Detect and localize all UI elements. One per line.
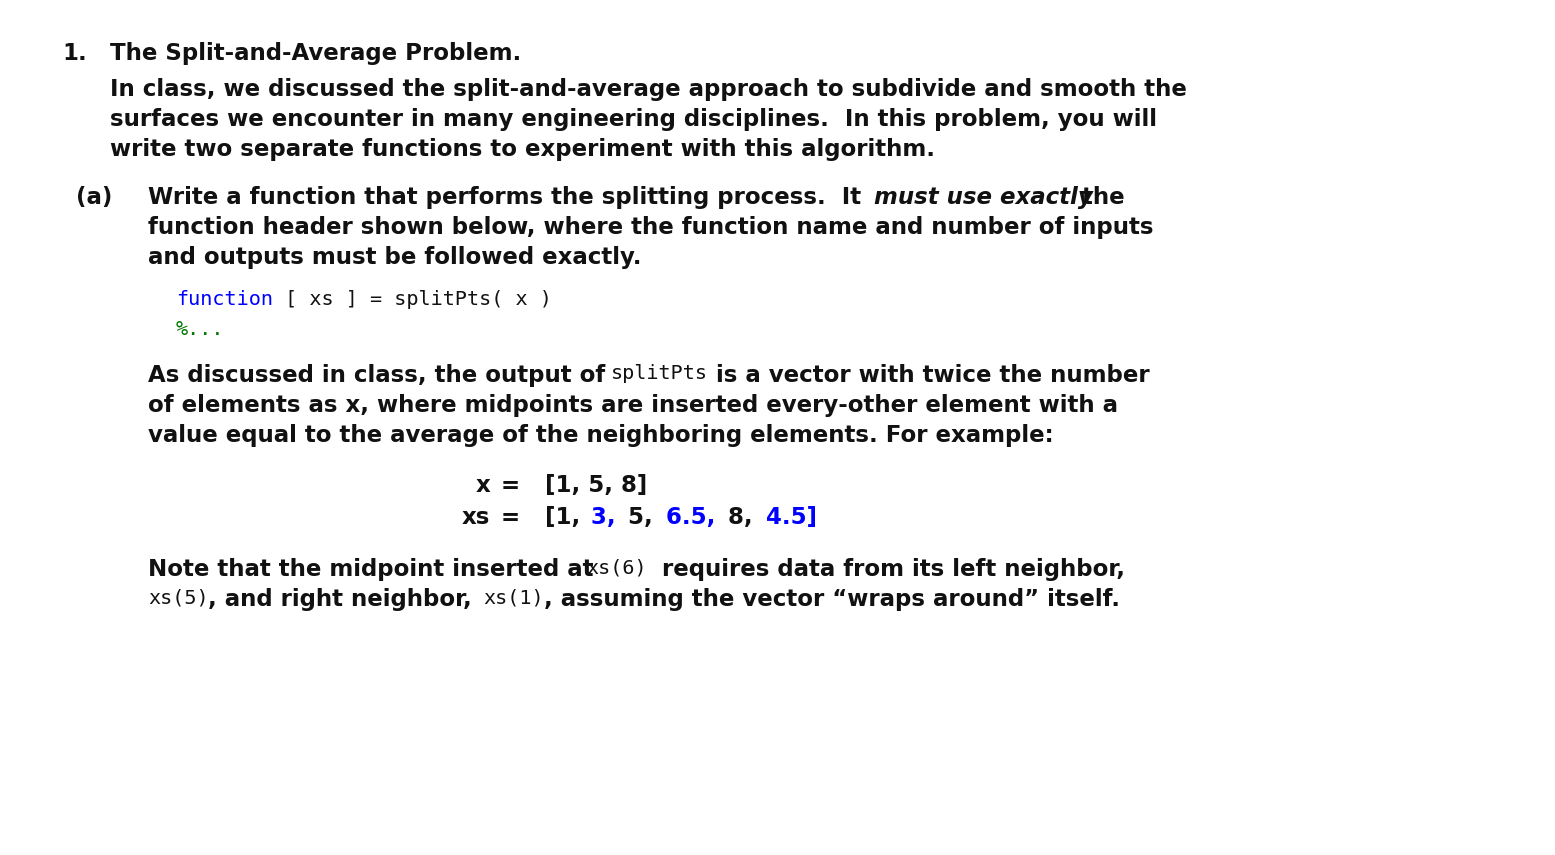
Text: =: = xyxy=(501,506,519,529)
Text: Write a function that performs the splitting process.  It: Write a function that performs the split… xyxy=(148,186,869,209)
Text: value equal to the average of the neighboring elements. For example:: value equal to the average of the neighb… xyxy=(148,424,1054,447)
Text: write two separate functions to experiment with this algorithm.: write two separate functions to experime… xyxy=(110,138,935,161)
Text: 4.5]: 4.5] xyxy=(757,506,816,529)
Text: As discussed in class, the output of: As discussed in class, the output of xyxy=(148,364,613,387)
Text: function header shown below, where the function name and number of inputs: function header shown below, where the f… xyxy=(148,216,1154,239)
Text: and outputs must be followed exactly.: and outputs must be followed exactly. xyxy=(148,246,642,269)
Text: , and right neighbor,: , and right neighbor, xyxy=(208,588,480,611)
Text: The Split-and-Average Problem.: The Split-and-Average Problem. xyxy=(110,42,521,65)
Text: surfaces we encounter in many engineering disciplines.  In this problem, you wil: surfaces we encounter in many engineerin… xyxy=(110,108,1157,131)
Text: xs: xs xyxy=(462,506,490,529)
Text: 6.5,: 6.5, xyxy=(658,506,715,529)
Text: 1.: 1. xyxy=(62,42,87,65)
Text: x: x xyxy=(476,474,490,497)
Text: the: the xyxy=(1075,186,1124,209)
Text: %...: %... xyxy=(176,320,224,339)
Text: , assuming the vector “wraps around” itself.: , assuming the vector “wraps around” its… xyxy=(544,588,1120,611)
Text: 8,: 8, xyxy=(720,506,753,529)
Text: splitPts: splitPts xyxy=(611,364,708,383)
Text: must use exactly: must use exactly xyxy=(874,186,1093,209)
Text: function: function xyxy=(176,290,274,309)
Text: xs(5): xs(5) xyxy=(148,588,208,607)
Text: =: = xyxy=(501,474,519,497)
Text: In class, we discussed the split-and-average approach to subdivide and smooth th: In class, we discussed the split-and-ave… xyxy=(110,78,1186,101)
Text: [1, 5, 8]: [1, 5, 8] xyxy=(544,474,647,497)
Text: [1,: [1, xyxy=(544,506,580,529)
Text: (a): (a) xyxy=(76,186,112,209)
Text: xs(1): xs(1) xyxy=(484,588,544,607)
Text: requires data from its left neighbor,: requires data from its left neighbor, xyxy=(647,558,1126,581)
Text: 3,: 3, xyxy=(583,506,616,529)
Text: is a vector with twice the number: is a vector with twice the number xyxy=(708,364,1149,387)
Text: 5,: 5, xyxy=(620,506,653,529)
Text: Note that the midpoint inserted at: Note that the midpoint inserted at xyxy=(148,558,602,581)
Text: xs(6): xs(6) xyxy=(586,558,647,577)
Text: [ xs ] = splitPts( x ): [ xs ] = splitPts( x ) xyxy=(272,290,552,309)
Text: of elements as x, where midpoints are inserted every-other element with a: of elements as x, where midpoints are in… xyxy=(148,394,1118,417)
